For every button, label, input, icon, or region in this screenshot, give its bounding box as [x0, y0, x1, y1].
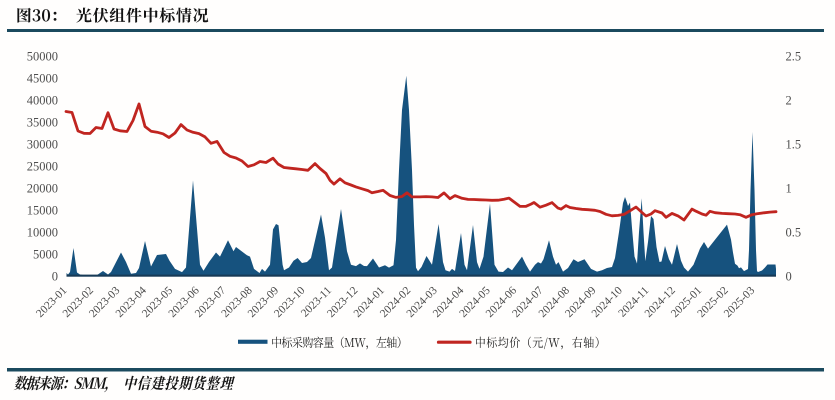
svg-text:10000: 10000 — [27, 225, 58, 239]
svg-text:15000: 15000 — [27, 203, 58, 217]
svg-text:25000: 25000 — [27, 159, 58, 173]
svg-text:50000: 50000 — [27, 49, 58, 63]
svg-text:35000: 35000 — [27, 115, 58, 129]
svg-text:1.5: 1.5 — [786, 137, 802, 151]
svg-text:5000: 5000 — [33, 247, 58, 261]
svg-text:2.5: 2.5 — [786, 49, 802, 63]
svg-text:45000: 45000 — [27, 71, 58, 85]
svg-text:0: 0 — [786, 269, 792, 283]
svg-text:0.5: 0.5 — [786, 225, 802, 239]
svg-text:20000: 20000 — [27, 181, 58, 195]
svg-text:1: 1 — [786, 181, 792, 195]
svg-text:0: 0 — [52, 269, 58, 283]
svg-text:40000: 40000 — [27, 93, 58, 107]
svg-text:30000: 30000 — [27, 137, 58, 151]
svg-text:2: 2 — [786, 93, 792, 107]
